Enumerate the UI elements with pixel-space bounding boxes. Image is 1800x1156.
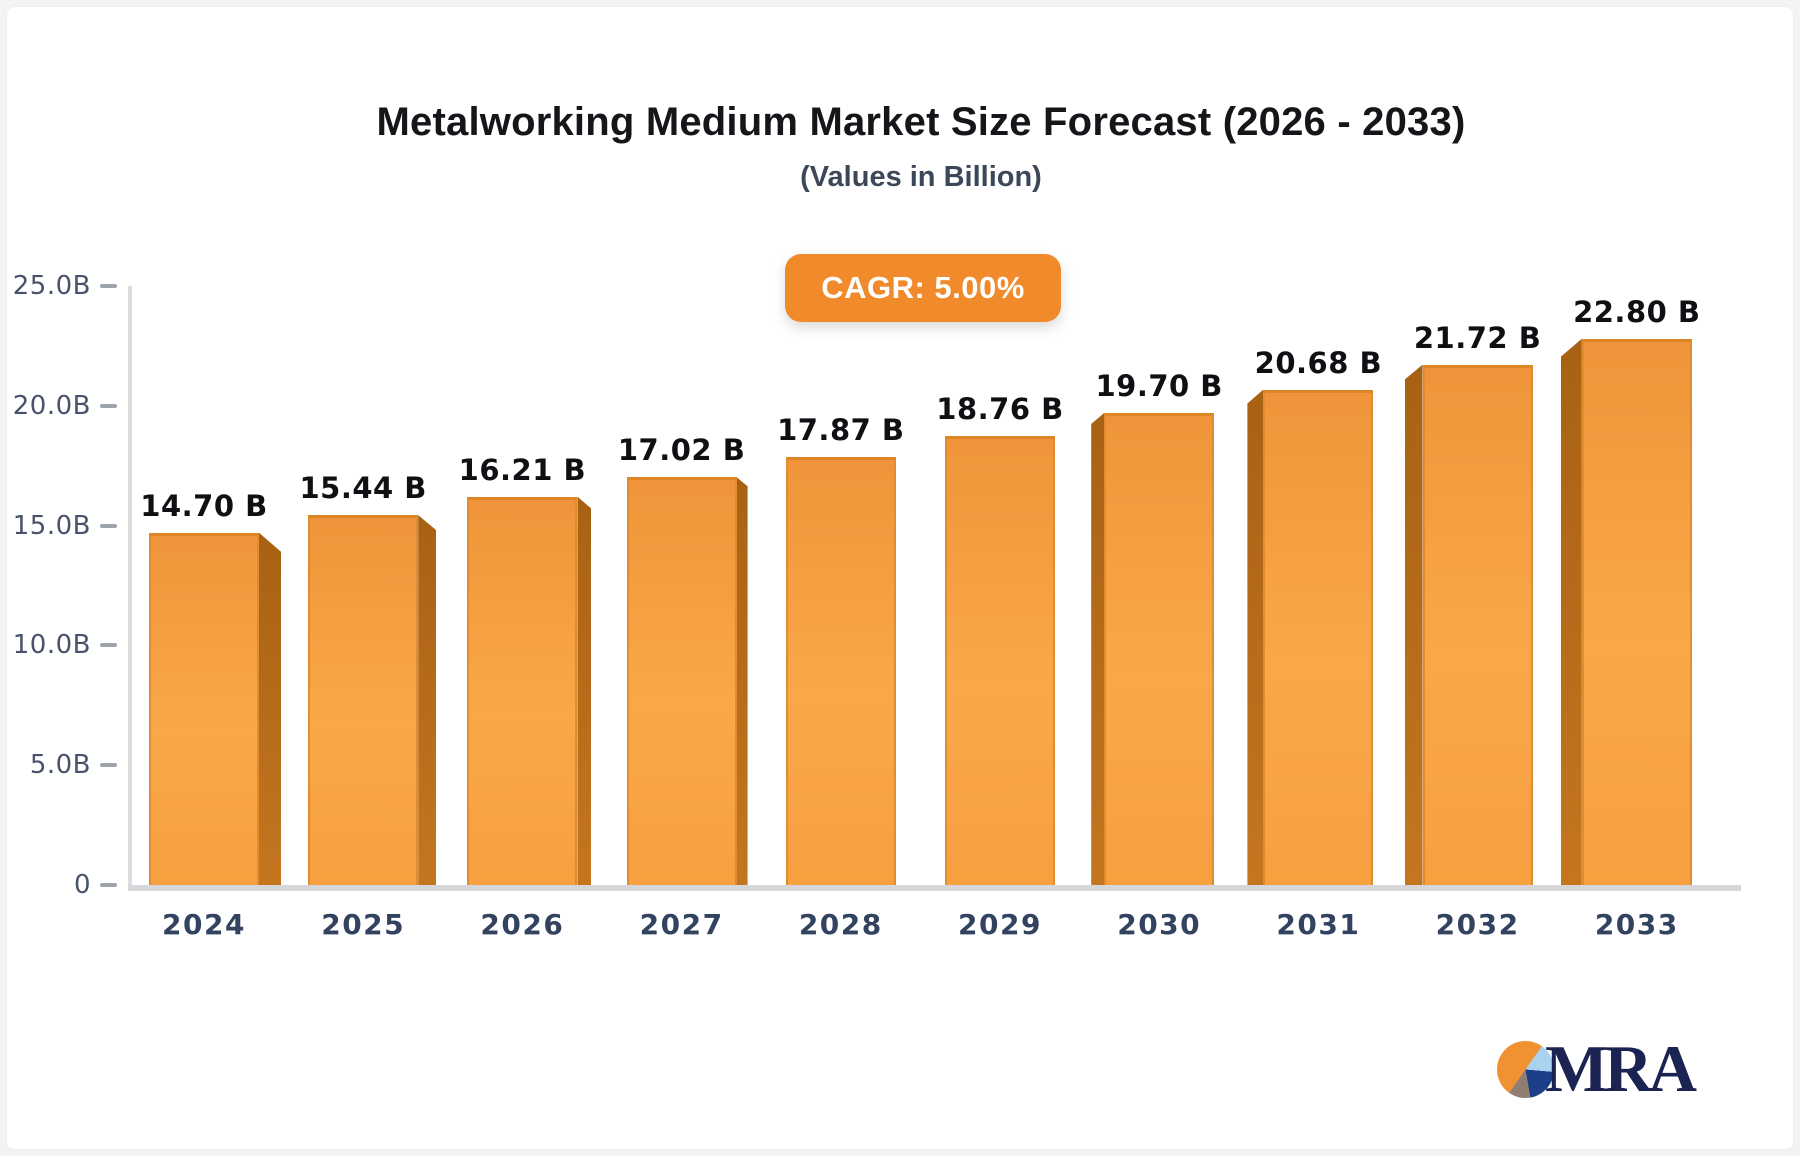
- bar-side-face: [418, 515, 437, 885]
- y-axis-tick-mark: [100, 883, 117, 887]
- y-axis-tick-label: 0: [73, 870, 91, 900]
- bar-value-label: 20.68 B: [1254, 345, 1383, 380]
- x-axis-label-2028: 2028: [798, 908, 883, 941]
- bar-value-label: 17.87 B: [777, 412, 905, 447]
- bar-side-face: [259, 532, 281, 885]
- x-axis-label-2029: 2029: [958, 908, 1042, 941]
- bar-2031: [1247, 389, 1374, 885]
- bar-2033: [1560, 338, 1692, 885]
- bar-side-face: [1091, 413, 1105, 885]
- y-axis-tick-label: 20.0B: [12, 390, 91, 421]
- x-axis-label-2025: 2025: [321, 908, 406, 941]
- y-axis-tick-mark: [100, 523, 117, 528]
- bar-2024: [149, 532, 281, 885]
- chart-header: Metalworking Medium Market Size Forecast…: [7, 99, 1793, 194]
- bar-value-label: 21.72 B: [1413, 320, 1542, 355]
- x-axis-label-2032: 2032: [1435, 908, 1520, 941]
- y-axis-tick-mark: [100, 763, 117, 768]
- x-axis-label-2026: 2026: [480, 908, 565, 941]
- bar-value-label: 17.02 B: [617, 433, 746, 468]
- bar-value-label: 18.76 B: [936, 391, 1064, 426]
- bar-2030: [1091, 413, 1215, 885]
- chart-card: Metalworking Medium Market Size Forecast…: [6, 6, 1794, 1150]
- bar-value-label: 16.21 B: [458, 452, 587, 487]
- bar-value-label: 15.44 B: [299, 471, 427, 506]
- x-axis-label-2024: 2024: [162, 908, 246, 941]
- y-axis-tick-mark: [100, 403, 117, 408]
- bar-2026: [467, 496, 592, 885]
- chart-subtitle: (Values in Billion): [800, 161, 1042, 193]
- bar-front-face: [1104, 413, 1215, 885]
- bar-2028: [785, 456, 896, 885]
- y-axis-tick-label: 25.0B: [12, 271, 91, 301]
- y-axis-tick-label: 15.0B: [12, 510, 91, 541]
- bar-value-label: 19.70 B: [1095, 368, 1223, 403]
- x-axis-label-2033: 2033: [1594, 908, 1679, 941]
- bar-front-face: [1263, 389, 1374, 885]
- bar-2032: [1404, 364, 1533, 885]
- cagr-badge: CAGR: 5.00%: [785, 254, 1061, 322]
- bar-front-face: [626, 477, 737, 885]
- cagr-badge-label: CAGR: 5.00%: [821, 270, 1025, 305]
- x-axis-label-2027: 2027: [639, 908, 724, 941]
- bar-chart-plot-area: 25.0B 20.0B 15.0B 10.0B 5.0B 0 14.70 B 2024 15.4…: [13, 271, 1741, 941]
- y-axis-tick-mark: [100, 643, 117, 648]
- y-axis-tick-mark: [100, 284, 117, 288]
- bar-front-face: [308, 515, 419, 885]
- bar-front-face: [149, 532, 259, 885]
- mra-logo: MRA: [1496, 1032, 1697, 1106]
- bar-front-face: [945, 435, 1055, 885]
- y-axis-tick-label: 10.0B: [12, 630, 91, 661]
- x-axis-baseline: [128, 885, 1741, 891]
- bar-value-label: 14.70 B: [140, 488, 268, 523]
- bar-side-face: [1404, 364, 1423, 885]
- bar-side-face: [1247, 389, 1264, 885]
- bar-2029: [945, 435, 1055, 885]
- bar-front-face: [785, 456, 896, 885]
- bar-side-face: [736, 477, 748, 885]
- bar-2027: [626, 477, 748, 885]
- bar-2025: [308, 515, 437, 885]
- bar-value-label: 22.80 B: [1573, 294, 1701, 329]
- pie-chart-logo-icon: [1496, 1041, 1554, 1098]
- y-axis-line: [128, 286, 132, 889]
- bar-front-face: [1422, 364, 1533, 885]
- bar-front-face: [467, 496, 578, 885]
- x-axis-label-2031: 2031: [1276, 908, 1361, 941]
- bar-side-face: [577, 496, 592, 885]
- y-axis-tick-label: 5.0B: [29, 750, 91, 781]
- bar-front-face: [1581, 338, 1692, 885]
- logo-text: MRA: [1544, 1032, 1697, 1106]
- x-axis-label-2030: 2030: [1117, 908, 1202, 941]
- chart-title: Metalworking Medium Market Size Forecast…: [376, 100, 1466, 144]
- bar-side-face: [1560, 338, 1582, 885]
